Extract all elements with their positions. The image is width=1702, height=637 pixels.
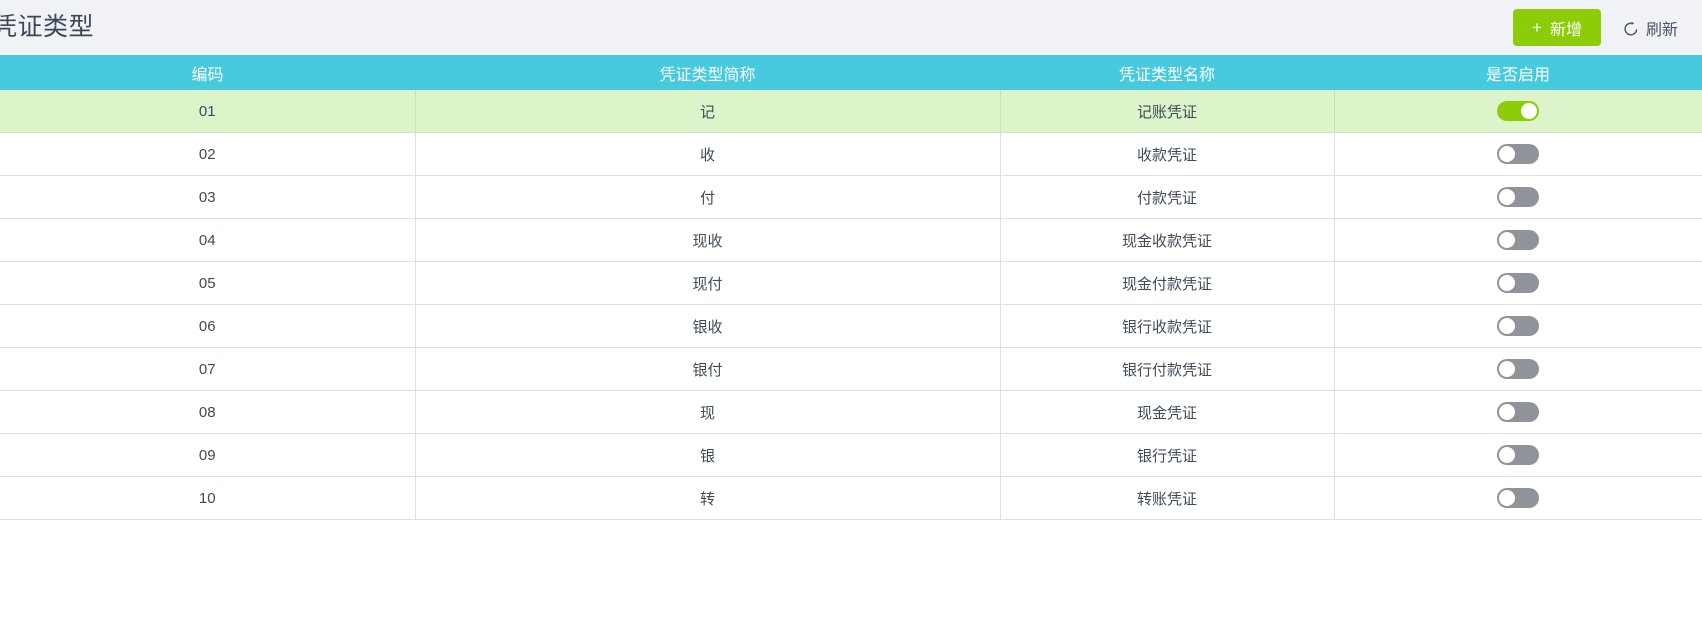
cell-name: 收款凭证: [1000, 132, 1335, 176]
cell-short: 付: [415, 175, 1001, 219]
cell-enable: [1334, 261, 1702, 305]
toolbar-actions: + 新增 刷新: [1513, 9, 1684, 46]
refresh-icon: [1623, 21, 1639, 37]
toggle-knob: [1499, 404, 1516, 420]
cell-short: 现: [415, 390, 1001, 434]
column-header-name[interactable]: 凭证类型名称: [1000, 55, 1334, 90]
cell-code: 10: [0, 476, 416, 520]
cell-enable: [1334, 90, 1702, 133]
column-header-short[interactable]: 凭证类型简称: [415, 55, 1000, 90]
table-row[interactable]: 06 银收 银行收款凭证: [0, 304, 1702, 348]
column-header-enable[interactable]: 是否启用: [1334, 55, 1702, 90]
cell-enable: [1334, 132, 1702, 176]
page-title: 凭证类型: [0, 13, 95, 41]
cell-code: 05: [0, 261, 416, 305]
toggle-knob: [1499, 146, 1516, 162]
table-body: 01 记记账凭证 02 收收款凭证 03 付付款凭证 04 现收 现金收款凭证 05 现付 现金付款凭…: [0, 90, 1702, 520]
cell-enable: [1334, 218, 1702, 262]
cell-name: 付款凭证: [1000, 175, 1335, 219]
voucher-type-table: 编码 凭证类型简称 凭证类型名称 是否启用 01 记记账凭证 02 收收款凭证 03 付付…: [0, 55, 1702, 520]
cell-short: 现收: [415, 218, 1001, 262]
voucher-type-table-wrapper: 编码 凭证类型简称 凭证类型名称 是否启用 01 记记账凭证 02 收收款凭证 03 付付…: [0, 55, 1702, 520]
cell-name: 现金收款凭证: [1000, 218, 1335, 262]
cell-short: 现付: [415, 261, 1001, 305]
enable-toggle[interactable]: [1497, 359, 1540, 379]
table-header-row: 编码 凭证类型简称 凭证类型名称 是否启用: [0, 55, 1702, 90]
cell-code: 06: [0, 304, 416, 348]
cell-code: 01: [0, 90, 416, 133]
table-row[interactable]: 02 收收款凭证: [0, 132, 1702, 176]
enable-toggle[interactable]: [1497, 488, 1540, 508]
cell-name: 银行付款凭证: [1000, 347, 1335, 391]
cell-enable: [1334, 347, 1702, 391]
table-row[interactable]: 07 银付 银行付款凭证: [0, 347, 1702, 391]
refresh-button-label: 刷新: [1645, 21, 1678, 39]
refresh-button[interactable]: 刷新: [1617, 9, 1684, 46]
enable-toggle[interactable]: [1497, 445, 1540, 465]
cell-code: 07: [0, 347, 416, 391]
enable-toggle[interactable]: [1497, 101, 1540, 121]
toggle-knob: [1499, 232, 1516, 248]
table-row[interactable]: 10 转转账凭证: [0, 476, 1702, 520]
toggle-knob: [1521, 103, 1538, 119]
enable-toggle[interactable]: [1497, 273, 1540, 293]
add-button[interactable]: + 新增: [1513, 9, 1601, 46]
table-row[interactable]: 03 付付款凭证: [0, 175, 1702, 219]
plus-icon: +: [1532, 18, 1542, 37]
enable-toggle[interactable]: [1497, 144, 1540, 164]
enable-toggle[interactable]: [1497, 316, 1540, 336]
cell-code: 03: [0, 175, 416, 219]
toggle-knob: [1499, 490, 1516, 506]
column-header-code[interactable]: 编码: [0, 55, 415, 90]
cell-name: 银行收款凭证: [1000, 304, 1335, 348]
enable-toggle[interactable]: [1497, 187, 1540, 207]
table-row[interactable]: 04 现收 现金收款凭证: [0, 218, 1702, 262]
enable-toggle[interactable]: [1497, 230, 1540, 250]
cell-enable: [1334, 476, 1702, 520]
table-row[interactable]: 01 记记账凭证: [0, 90, 1702, 133]
cell-name: 转账凭证: [1000, 476, 1335, 520]
cell-enable: [1334, 390, 1702, 434]
table-row[interactable]: 08 现现金凭证: [0, 390, 1702, 434]
cell-short: 收: [415, 132, 1001, 176]
cell-enable: [1334, 433, 1702, 477]
cell-short: 银: [415, 433, 1001, 477]
table-header: 编码 凭证类型简称 凭证类型名称 是否启用: [0, 55, 1702, 90]
cell-short: 转: [415, 476, 1001, 520]
cell-name: 银行凭证: [1000, 433, 1335, 477]
cell-code: 08: [0, 390, 416, 434]
cell-name: 记账凭证: [1000, 90, 1335, 133]
toggle-knob: [1499, 318, 1516, 334]
table-row[interactable]: 09 银银行凭证: [0, 433, 1702, 477]
toggle-knob: [1499, 189, 1516, 205]
cell-code: 09: [0, 433, 416, 477]
cell-name: 现金付款凭证: [1000, 261, 1335, 305]
cell-short: 银收: [415, 304, 1001, 348]
cell-name: 现金凭证: [1000, 390, 1335, 434]
cell-short: 记: [415, 90, 1001, 133]
add-button-label: 新增: [1549, 21, 1582, 39]
page-toolbar: 凭证类型 + 新增 刷新: [0, 0, 1702, 55]
table-row[interactable]: 05 现付 现金付款凭证: [0, 261, 1702, 305]
cell-code: 04: [0, 218, 416, 262]
toggle-knob: [1499, 361, 1516, 377]
toggle-knob: [1499, 275, 1516, 291]
cell-short: 银付: [415, 347, 1001, 391]
cell-enable: [1334, 304, 1702, 348]
enable-toggle[interactable]: [1497, 402, 1540, 422]
cell-enable: [1334, 175, 1702, 219]
toggle-knob: [1499, 447, 1516, 463]
cell-code: 02: [0, 132, 416, 176]
